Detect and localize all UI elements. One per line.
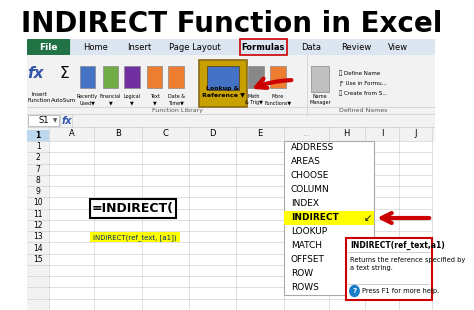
Bar [27, 127, 436, 141]
FancyBboxPatch shape [28, 115, 59, 126]
Text: H: H [344, 130, 350, 139]
Text: INDIRECT(ref_text,a1): INDIRECT(ref_text,a1) [350, 241, 445, 250]
Text: E: E [257, 130, 263, 139]
Text: Σ: Σ [59, 65, 69, 81]
Bar [27, 55, 436, 115]
FancyBboxPatch shape [147, 66, 162, 88]
FancyBboxPatch shape [80, 66, 95, 88]
Bar [27, 127, 436, 310]
Text: File: File [39, 42, 58, 51]
Text: Press F1 for more help.: Press F1 for more help. [362, 288, 439, 294]
FancyArrowPatch shape [382, 213, 429, 223]
FancyBboxPatch shape [200, 60, 247, 107]
Bar [27, 127, 49, 310]
Text: Formulas: Formulas [241, 42, 285, 51]
Text: Function Library: Function Library [152, 108, 203, 113]
Text: C: C [163, 130, 168, 139]
Text: ▼: ▼ [53, 118, 57, 123]
FancyBboxPatch shape [124, 66, 140, 88]
FancyBboxPatch shape [168, 66, 184, 88]
Text: Data: Data [301, 42, 321, 51]
Text: INDIRECT(ref_text, [a1]): INDIRECT(ref_text, [a1]) [93, 234, 177, 241]
Bar [284, 211, 374, 225]
Text: INDEX: INDEX [291, 200, 319, 209]
Text: ?: ? [352, 288, 356, 294]
Bar [27, 39, 436, 55]
Text: J: J [414, 130, 417, 139]
FancyBboxPatch shape [248, 66, 264, 88]
Text: 15: 15 [33, 255, 43, 264]
Text: 12: 12 [34, 221, 43, 230]
Text: 13: 13 [33, 232, 43, 241]
Text: 7: 7 [36, 165, 41, 174]
Text: A: A [69, 130, 75, 139]
Text: Text
▼: Text ▼ [150, 94, 159, 105]
Text: Returns the reference specified by: Returns the reference specified by [350, 257, 465, 263]
Bar [27, 114, 436, 127]
Text: MATCH: MATCH [291, 241, 322, 250]
Text: I: I [381, 130, 383, 139]
Text: 8: 8 [36, 176, 41, 185]
Text: AutoSum: AutoSum [52, 98, 77, 103]
Bar [90, 232, 181, 242]
Text: B: B [115, 130, 121, 139]
Text: Math
& Trig▼: Math & Trig▼ [245, 94, 263, 105]
Text: 10: 10 [33, 198, 43, 207]
Text: Home: Home [83, 42, 109, 51]
Text: INDIRECT: INDIRECT [291, 214, 338, 223]
Text: CHOOSE: CHOOSE [291, 171, 329, 180]
FancyArrowPatch shape [256, 79, 292, 88]
Text: Insert: Insert [127, 42, 151, 51]
Text: Insert
Function: Insert Function [27, 92, 51, 103]
Text: 1: 1 [36, 142, 41, 151]
Text: AREAS: AREAS [291, 157, 320, 166]
Text: 🔖 Define Name: 🔖 Define Name [339, 70, 380, 76]
Text: View: View [388, 42, 408, 51]
Text: Logical
▼: Logical ▼ [124, 94, 141, 105]
Text: 📋 Create from S...: 📋 Create from S... [339, 90, 387, 96]
Text: ...: ... [302, 130, 310, 139]
Text: OFFSET: OFFSET [291, 255, 325, 264]
Text: 14: 14 [33, 244, 43, 253]
Text: ↙: ↙ [364, 213, 372, 223]
Text: Review: Review [341, 42, 371, 51]
Text: ADDRESS: ADDRESS [291, 144, 334, 153]
FancyBboxPatch shape [103, 66, 118, 88]
Text: 1: 1 [36, 131, 41, 140]
Text: Name
Manager: Name Manager [309, 94, 331, 105]
Text: D: D [210, 130, 216, 139]
Text: ROW: ROW [291, 269, 313, 278]
Text: Defined Names: Defined Names [339, 108, 387, 113]
Text: ROWS: ROWS [291, 284, 319, 293]
Text: LOOKUP: LOOKUP [291, 228, 327, 237]
Text: fx: fx [62, 116, 72, 126]
Text: 11: 11 [34, 210, 43, 219]
Text: Lookup &
Reference ▼: Lookup & Reference ▼ [201, 86, 245, 97]
Text: a text string.: a text string. [350, 265, 393, 271]
Text: ƒ° Use in Formu...: ƒ° Use in Formu... [339, 81, 387, 86]
Text: =INDIRECT(: =INDIRECT( [92, 202, 174, 215]
Text: More
Functions▼: More Functions▼ [264, 94, 292, 105]
Text: Date &
Time▼: Date & Time▼ [168, 94, 184, 105]
FancyBboxPatch shape [284, 141, 374, 295]
Bar [27, 130, 49, 141]
FancyBboxPatch shape [90, 199, 176, 218]
FancyBboxPatch shape [270, 66, 285, 88]
FancyBboxPatch shape [310, 66, 329, 92]
Text: fx: fx [27, 65, 44, 81]
Text: Page Layout: Page Layout [169, 42, 221, 51]
Text: 2: 2 [36, 153, 41, 162]
Text: 9: 9 [36, 187, 41, 196]
Text: Recently
Used▼: Recently Used▼ [77, 94, 98, 105]
Circle shape [350, 286, 359, 296]
FancyBboxPatch shape [207, 66, 239, 90]
Text: INDIRECT Function in Excel: INDIRECT Function in Excel [20, 10, 442, 38]
FancyBboxPatch shape [240, 39, 287, 55]
FancyBboxPatch shape [27, 39, 70, 55]
Text: S1: S1 [38, 116, 49, 125]
Text: COLUMN: COLUMN [291, 185, 329, 194]
FancyBboxPatch shape [346, 238, 432, 300]
Text: Financial
▼: Financial ▼ [100, 94, 121, 105]
